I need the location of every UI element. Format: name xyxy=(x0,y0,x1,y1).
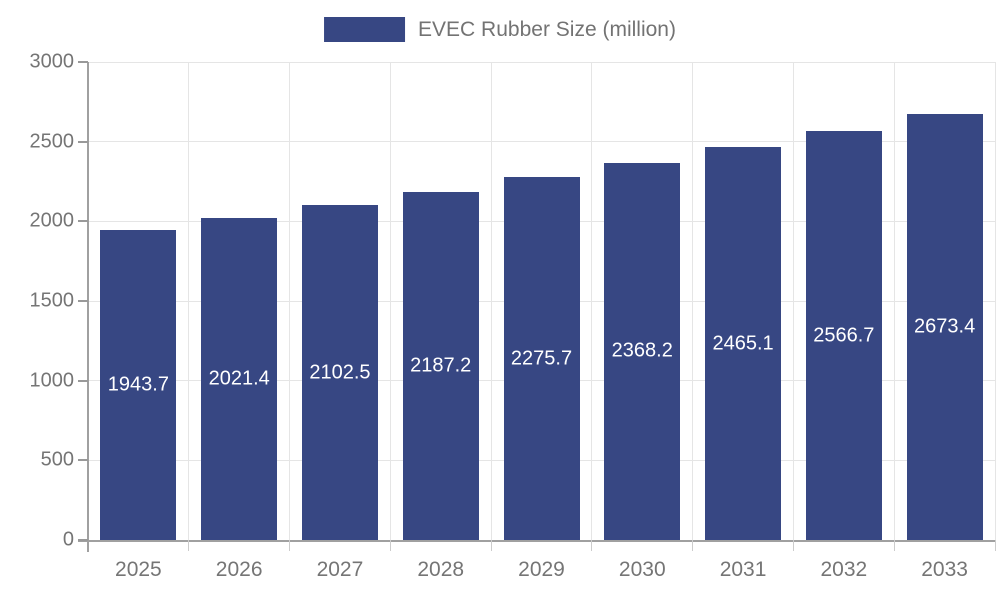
x-axis-line xyxy=(78,540,995,542)
y-axis-line xyxy=(87,62,89,552)
legend[interactable]: EVEC Rubber Size (million) xyxy=(324,17,676,42)
y-axis-tick xyxy=(78,300,88,302)
x-axis-tick-label: 2026 xyxy=(215,558,263,581)
x-axis-tick xyxy=(490,540,492,551)
gridline-vertical xyxy=(994,62,996,540)
x-axis-tick xyxy=(994,540,996,551)
y-axis-tick xyxy=(78,459,88,462)
y-axis-tick-label: 500 xyxy=(40,448,74,471)
gridline-horizontal xyxy=(88,61,995,63)
y-axis-tick xyxy=(78,379,88,382)
gridline-vertical xyxy=(792,62,794,540)
bar-2029[interactable] xyxy=(503,177,580,540)
x-axis-tick-label: 2031 xyxy=(719,558,767,581)
gridline-vertical xyxy=(490,62,492,540)
y-axis-tick-label: 0 xyxy=(62,528,74,551)
x-axis-tick-label: 2027 xyxy=(316,558,364,581)
bar-2031[interactable] xyxy=(705,147,782,540)
gridline-vertical xyxy=(893,62,895,540)
bar-2032[interactable] xyxy=(805,131,882,540)
gridline-vertical xyxy=(289,62,291,540)
x-axis-tick xyxy=(792,540,794,551)
legend-label: EVEC Rubber Size (million) xyxy=(418,18,676,41)
bar-2033[interactable] xyxy=(906,114,983,540)
x-axis-tick xyxy=(893,540,895,551)
x-axis-tick-label: 2032 xyxy=(820,558,868,581)
y-axis-tick xyxy=(78,140,88,143)
bar-2026[interactable] xyxy=(201,217,278,540)
x-axis-tick-label: 2025 xyxy=(115,558,162,581)
x-axis-tick xyxy=(289,540,291,551)
y-axis-tick-label: 2500 xyxy=(29,130,75,153)
gridline-vertical xyxy=(591,62,593,540)
y-axis-tick xyxy=(78,539,88,541)
y-axis-tick xyxy=(78,220,88,223)
x-axis-tick-label: 2033 xyxy=(921,558,968,581)
gridline-horizontal xyxy=(88,141,995,143)
x-axis-tick-label: 2030 xyxy=(618,558,666,581)
y-axis-tick-label: 3000 xyxy=(29,50,75,73)
y-axis-tick-label: 1500 xyxy=(29,289,75,312)
gridline-vertical xyxy=(692,62,694,540)
x-axis-tick-label: 2029 xyxy=(518,558,565,581)
bar-2030[interactable] xyxy=(604,162,681,540)
legend-swatch xyxy=(324,17,406,42)
x-axis-tick xyxy=(389,540,391,551)
bar-2028[interactable] xyxy=(402,191,479,540)
x-axis-tick-label: 2028 xyxy=(417,558,465,581)
plot-area: 1943.7 2021.4 2102.5 2187.2 2275.7 2368.2 2465… xyxy=(30,51,996,581)
y-axis-tick-label: 1000 xyxy=(29,369,75,392)
bar-2025[interactable] xyxy=(100,230,177,540)
gridline-vertical xyxy=(188,62,190,540)
gridline-vertical xyxy=(389,62,391,540)
bar-2027[interactable] xyxy=(301,205,378,540)
y-axis-tick xyxy=(78,61,88,63)
y-axis-tick-label: 2000 xyxy=(29,209,75,232)
x-axis-tick xyxy=(188,540,190,551)
x-axis-tick xyxy=(692,540,694,551)
x-axis-tick xyxy=(591,540,593,551)
